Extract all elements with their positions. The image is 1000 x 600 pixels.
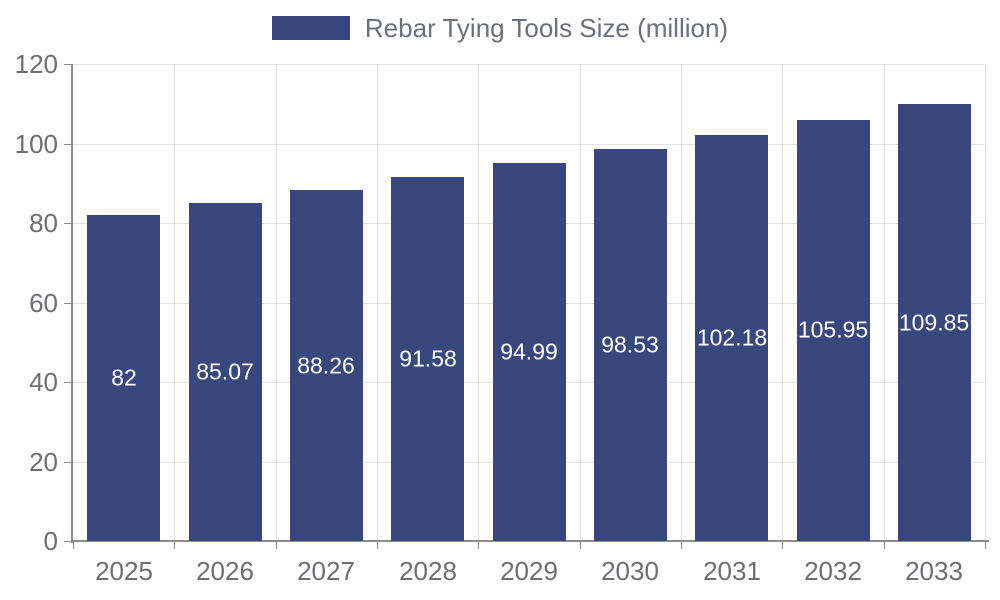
bar-2030[interactable]	[594, 149, 667, 541]
y-axis-tick-label: 120	[14, 49, 58, 79]
y-axis-tick-label: 80	[29, 208, 58, 238]
x-axis-tick	[276, 541, 277, 549]
gridline-vertical	[174, 64, 175, 541]
gridline-vertical	[478, 64, 479, 541]
y-axis-tick	[64, 223, 72, 224]
bar-value-label: 98.53	[601, 331, 659, 358]
x-axis-tick-label: 2030	[601, 556, 659, 586]
gridline-vertical	[377, 64, 378, 541]
bar-value-label: 82	[111, 364, 137, 391]
gridline-vertical	[276, 64, 277, 541]
x-axis-tick	[478, 541, 479, 549]
x-axis-tick	[681, 541, 682, 549]
y-axis-tick	[64, 144, 72, 145]
bar-value-label: 109.85	[898, 309, 970, 336]
chart-legend[interactable]: Rebar Tying Tools Size (million)	[0, 14, 1000, 43]
x-axis-tick	[377, 541, 378, 549]
bar-2031[interactable]	[695, 135, 768, 541]
y-axis-tick	[64, 382, 72, 383]
legend-swatch	[271, 16, 350, 41]
y-axis-line	[71, 64, 73, 543]
y-axis-tick-label: 0	[43, 526, 58, 556]
x-axis-tick	[73, 541, 74, 549]
y-axis-tick	[64, 64, 72, 65]
gridline-vertical	[681, 64, 682, 541]
x-axis-tick-label: 2031	[703, 556, 761, 586]
bar-2029[interactable]	[493, 163, 566, 541]
y-axis-tick	[64, 462, 72, 463]
y-axis-tick-label: 60	[29, 288, 58, 318]
y-axis-tick	[64, 303, 72, 304]
bar-value-label: 105.95	[797, 316, 869, 343]
y-axis-tick-label: 20	[29, 447, 58, 477]
x-axis-tick-label: 2026	[196, 556, 254, 586]
gridline-horizontal	[73, 144, 985, 145]
x-axis-tick	[174, 541, 175, 549]
x-axis-tick-label: 2025	[95, 556, 153, 586]
x-axis-tick	[985, 541, 986, 549]
x-axis-tick	[580, 541, 581, 549]
gridline-vertical	[782, 64, 783, 541]
x-axis-line	[71, 540, 989, 542]
legend-label: Rebar Tying Tools Size (million)	[364, 13, 729, 43]
y-axis-tick-label: 100	[14, 129, 58, 159]
x-axis-tick-label: 2029	[500, 556, 558, 586]
bar-value-label: 88.26	[297, 352, 355, 379]
gridline-horizontal	[73, 64, 985, 65]
x-axis-tick-label: 2027	[297, 556, 355, 586]
bar-value-label: 85.07	[196, 358, 254, 385]
bar-2033[interactable]	[898, 104, 971, 541]
bar-2027[interactable]	[290, 190, 363, 541]
bar-2032[interactable]	[797, 120, 870, 541]
bar-value-label: 102.18	[696, 324, 768, 351]
bar-2026[interactable]	[189, 203, 262, 541]
bar-value-label: 94.99	[500, 338, 558, 365]
gridline-vertical	[884, 64, 885, 541]
y-axis-tick-label: 40	[29, 367, 58, 397]
bar-2025[interactable]	[87, 215, 160, 541]
x-axis-tick	[884, 541, 885, 549]
x-axis-tick-label: 2032	[804, 556, 862, 586]
gridline-vertical	[985, 64, 986, 541]
bar-2028[interactable]	[391, 177, 464, 541]
bar-value-label: 91.58	[399, 345, 457, 372]
x-axis-tick	[782, 541, 783, 549]
x-axis-tick-label: 2033	[905, 556, 963, 586]
y-axis-tick	[64, 541, 72, 542]
x-axis-tick-label: 2028	[399, 556, 457, 586]
gridline-vertical	[580, 64, 581, 541]
